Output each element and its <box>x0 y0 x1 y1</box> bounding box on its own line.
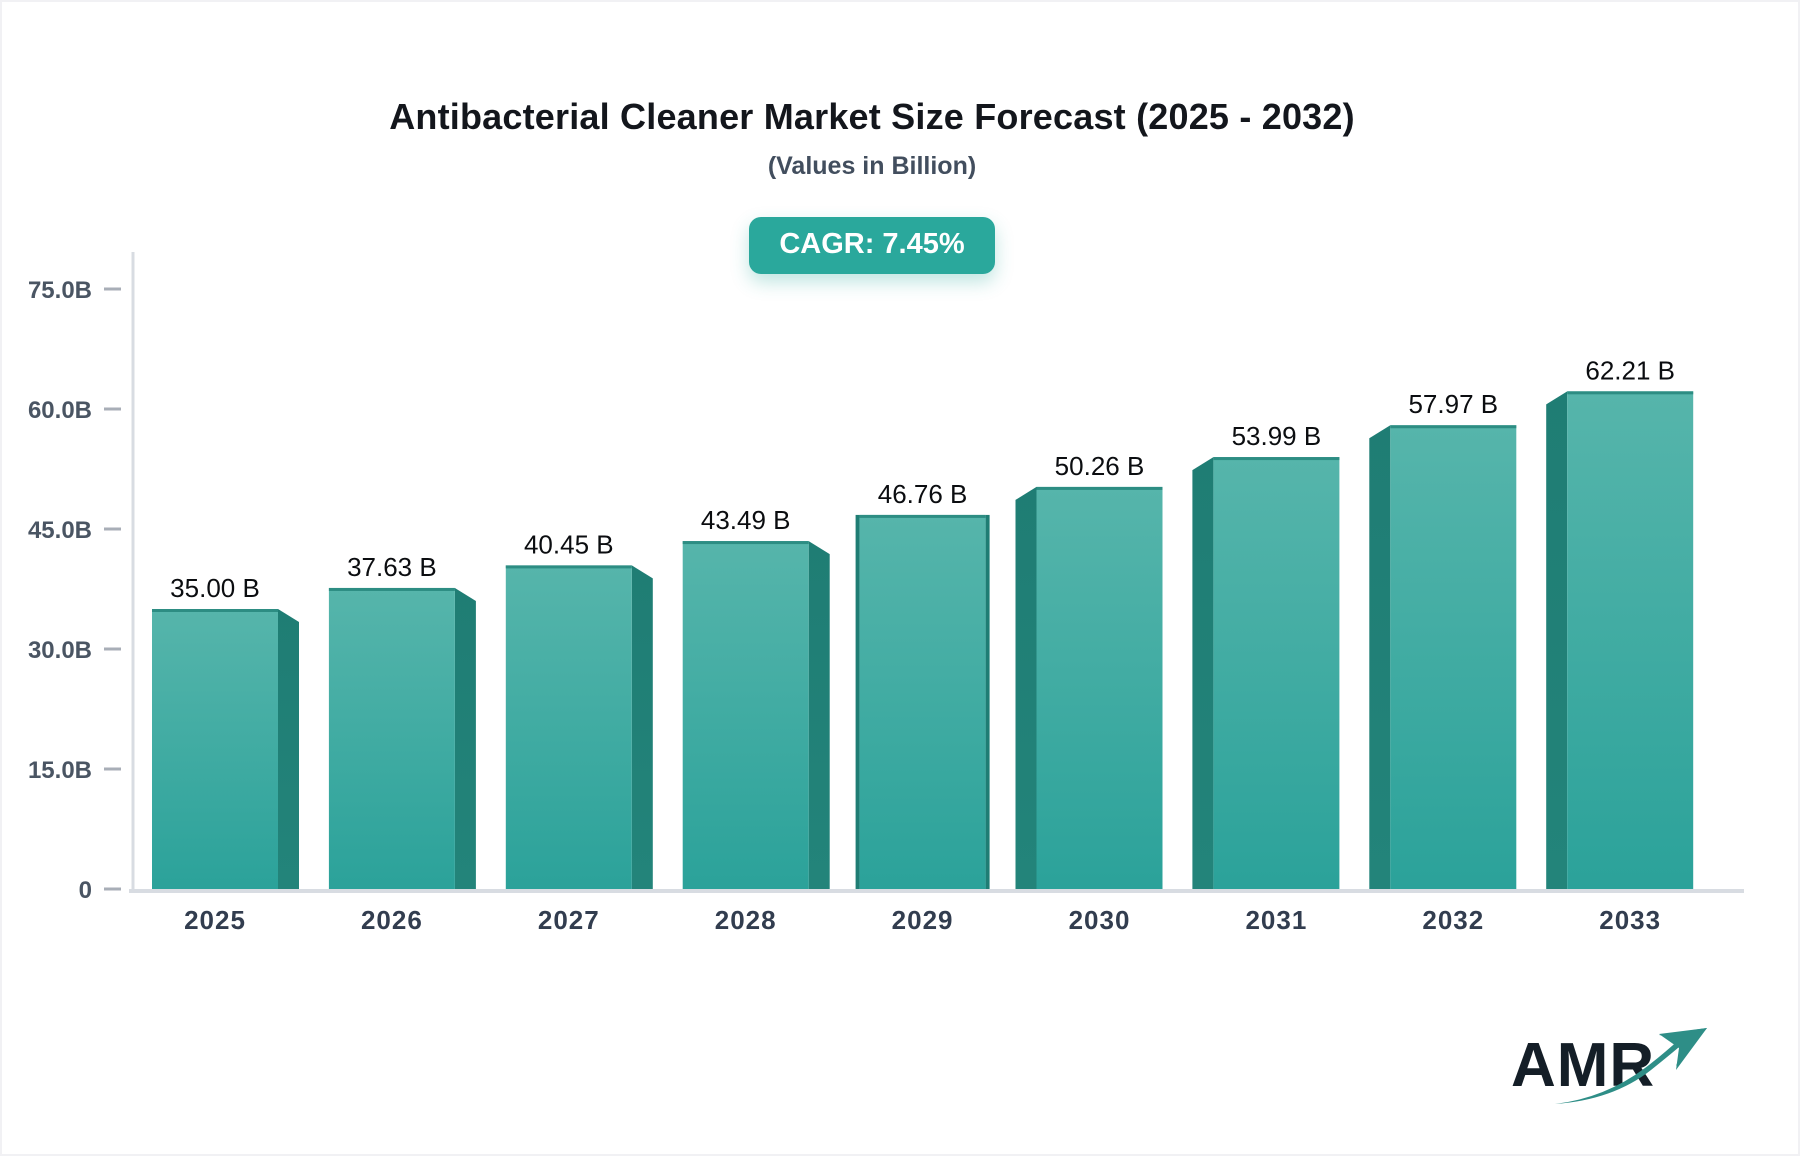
x-category-label: 2027 <box>538 905 600 935</box>
chart-title: Antibacterial Cleaner Market Size Foreca… <box>389 96 1355 137</box>
bar-value-label: 46.76 B <box>878 479 968 509</box>
bar-top-cap <box>1390 425 1517 429</box>
amr-logo: AMR <box>1493 1008 1743 1118</box>
y-tick-label: 75.0B <box>28 277 92 304</box>
bar-edge <box>855 514 860 889</box>
x-category-label: 2025 <box>184 905 246 935</box>
bar-side-face <box>1369 425 1391 889</box>
bar-front-face <box>1036 486 1163 889</box>
x-category-label: 2033 <box>1599 905 1661 935</box>
growth-arrow-icon <box>1555 1028 1707 1104</box>
bar-top-cap <box>328 587 455 591</box>
bar-2027[interactable]: 40.45 B 2027 <box>505 529 653 935</box>
bar-2028[interactable]: 43.49 B 2028 <box>682 505 830 935</box>
x-category-label: 2032 <box>1422 905 1484 935</box>
bar-side-face <box>1546 391 1568 889</box>
bar-side-face <box>1192 457 1214 889</box>
bar-front-face <box>859 514 986 889</box>
bar-side-face <box>1015 486 1037 889</box>
bar-front-face <box>1213 457 1340 889</box>
bar-top-cap <box>1036 486 1163 490</box>
bar-2033[interactable]: 62.21 B 2033 <box>1546 355 1694 935</box>
bar-2030[interactable]: 50.26 B 2030 <box>1015 451 1163 935</box>
bar-value-label: 57.97 B <box>1408 389 1498 419</box>
bar-value-label: 35.00 B <box>170 573 260 603</box>
bar-2025[interactable]: 35.00 B 2025 <box>152 573 299 935</box>
bar-top-cap <box>505 565 632 569</box>
y-tick-label: 0 <box>79 877 92 904</box>
bar-front-face <box>152 609 278 889</box>
bar-top-cap <box>859 514 986 518</box>
bar-top-cap <box>152 609 278 612</box>
bar-2031[interactable]: 53.99 B 2031 <box>1192 421 1340 935</box>
y-tick-label: 15.0B <box>28 757 92 784</box>
y-tick-label: 45.0B <box>28 517 92 544</box>
bar-side-face <box>808 541 830 889</box>
bar-top-cap <box>1567 391 1694 395</box>
bar-value-label: 43.49 B <box>701 505 791 535</box>
bar-front-face <box>328 587 455 889</box>
bar-front-face <box>682 541 809 889</box>
x-category-label: 2030 <box>1069 905 1131 935</box>
bar-side-face <box>631 565 653 889</box>
bar-side-face <box>278 609 299 889</box>
bar-front-face <box>505 565 632 889</box>
chart-subtitle: (Values in Billion) <box>767 152 977 180</box>
bar-2026[interactable]: 37.63 B 2026 <box>328 552 476 935</box>
y-tick-label: 30.0B <box>28 637 92 664</box>
bar-front-face <box>1390 425 1517 889</box>
bar-side-face <box>454 587 476 889</box>
bar-top-cap <box>1213 457 1340 461</box>
cagr-badge: CAGR: 7.45% <box>749 217 995 274</box>
bar-value-label: 50.26 B <box>1055 451 1145 481</box>
bar-front-face <box>1567 391 1694 889</box>
bar-value-label: 40.45 B <box>524 529 614 559</box>
x-category-label: 2029 <box>892 905 954 935</box>
bar-value-label: 62.21 B <box>1585 355 1675 385</box>
bar-value-label: 37.63 B <box>347 552 437 582</box>
chart-header: Antibacterial Cleaner Market Size Foreca… <box>2 2 1742 274</box>
bar-value-label: 53.99 B <box>1232 421 1322 451</box>
x-category-label: 2028 <box>715 905 777 935</box>
x-category-label: 2031 <box>1245 905 1307 935</box>
bar-2032[interactable]: 57.97 B 2032 <box>1369 389 1517 935</box>
y-tick-label: 60.0B <box>28 397 92 424</box>
bar-2029[interactable]: 46.76 B 2029 <box>855 479 990 935</box>
bar-edge <box>985 514 990 889</box>
x-category-label: 2026 <box>361 905 423 935</box>
bar-top-cap <box>682 541 809 545</box>
amr-logo-text: AMR <box>1511 1031 1656 1100</box>
